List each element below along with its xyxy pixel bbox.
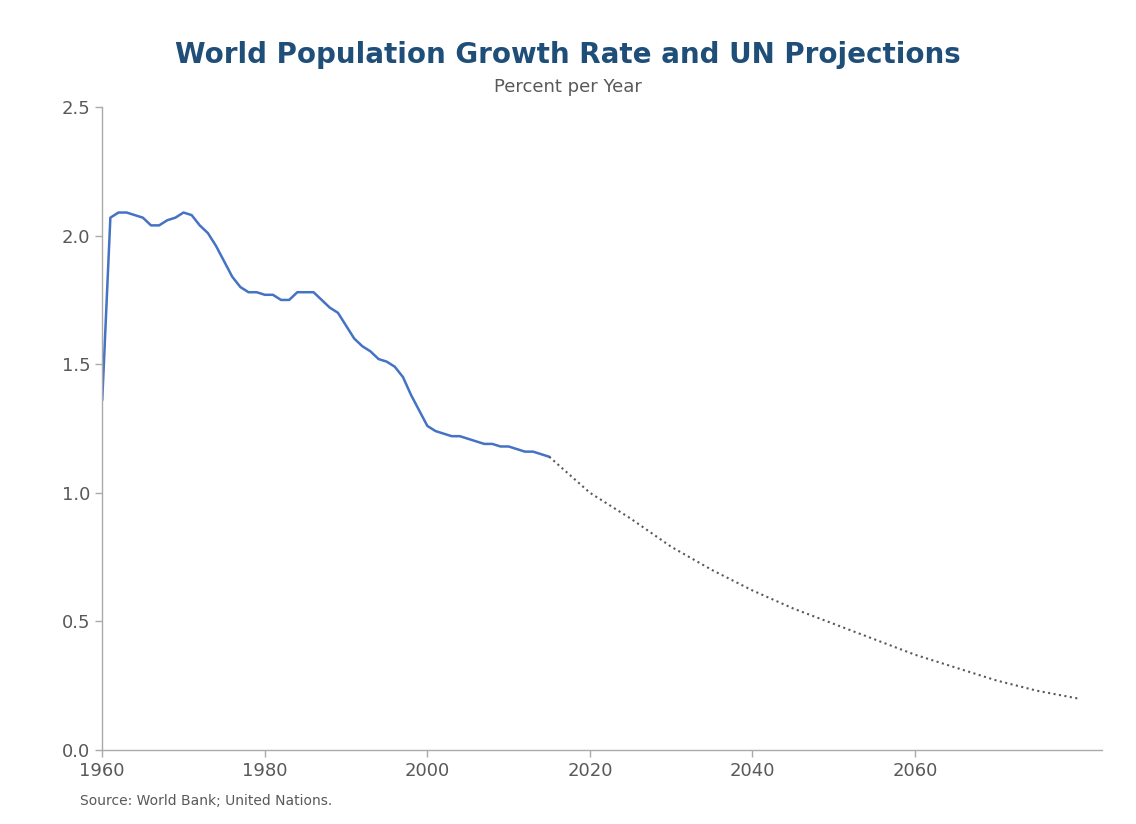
Text: World Population Growth Rate and UN Projections: World Population Growth Rate and UN Proj…: [175, 41, 961, 69]
Text: Source: World Bank; United Nations.: Source: World Bank; United Nations.: [80, 794, 332, 808]
Text: Percent per Year: Percent per Year: [494, 78, 642, 96]
